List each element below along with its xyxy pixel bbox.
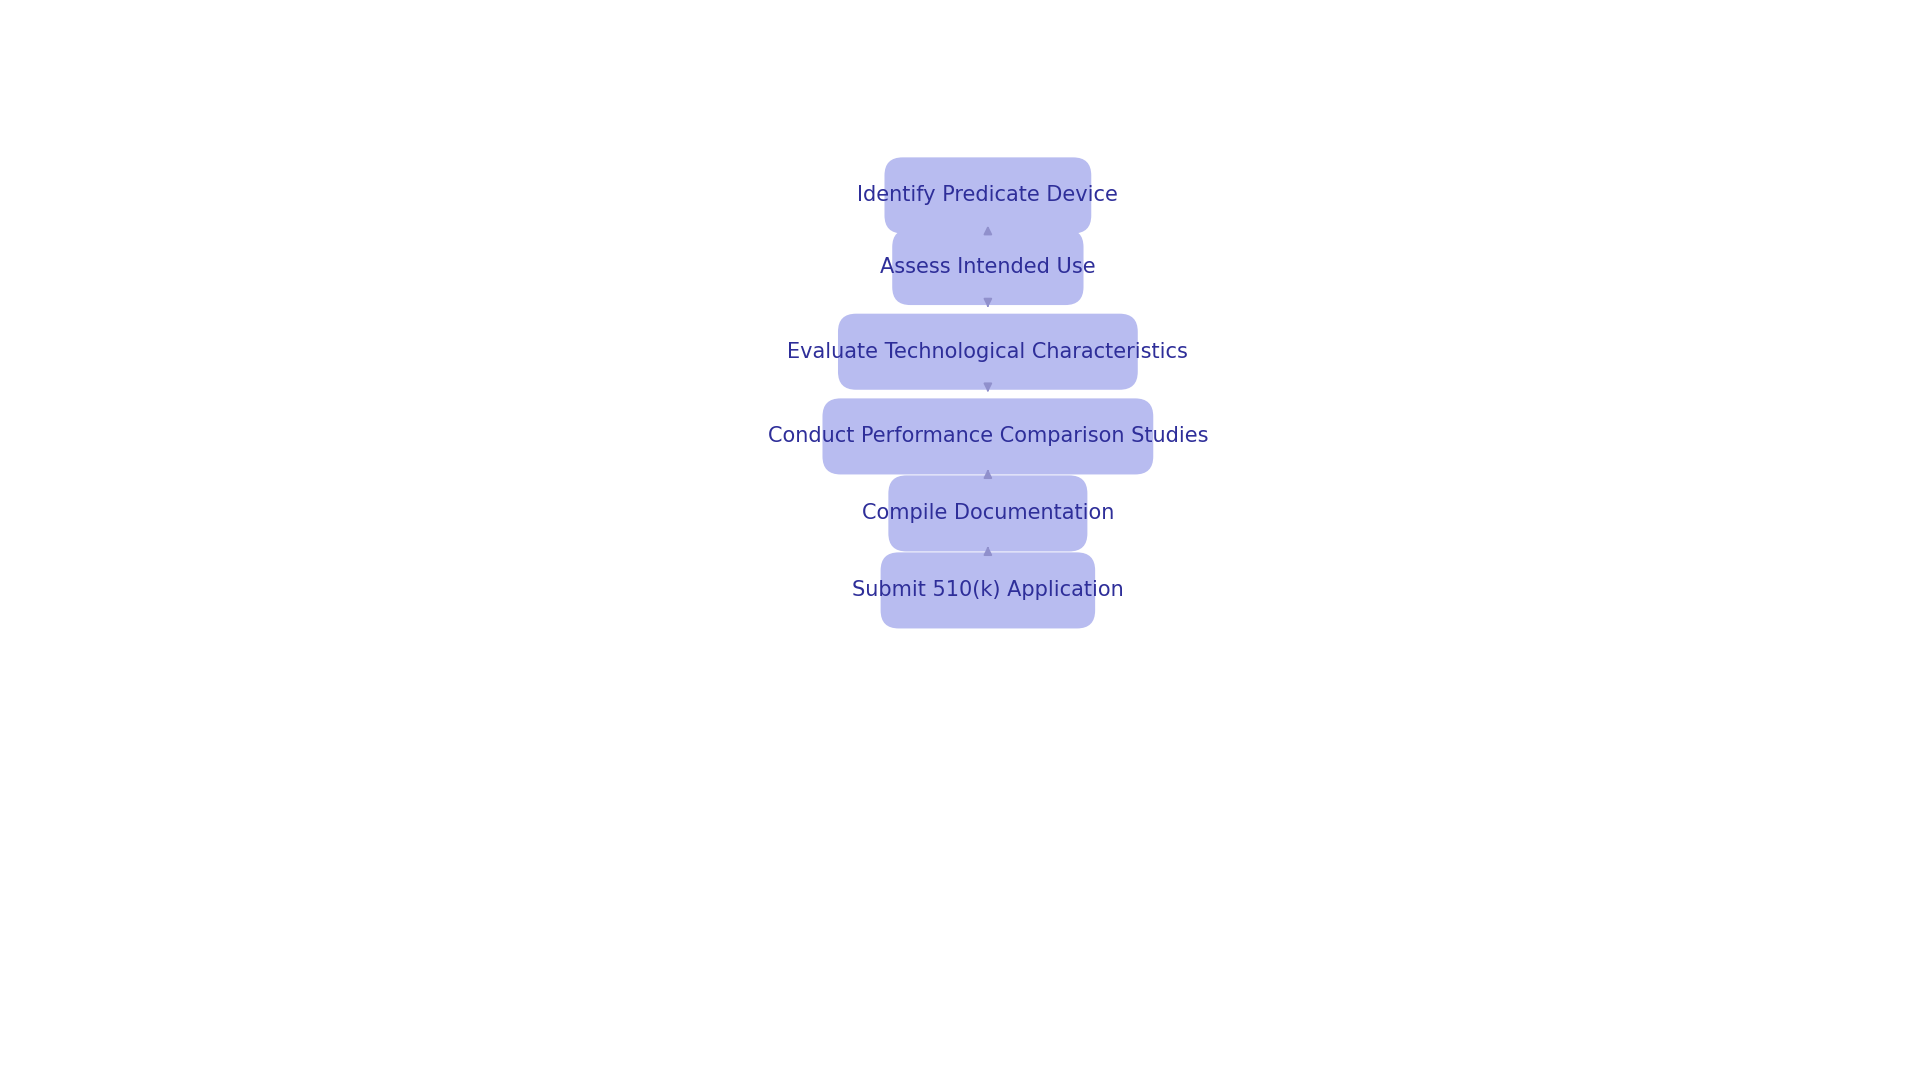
FancyBboxPatch shape	[889, 475, 1087, 551]
Text: Identify Predicate Device: Identify Predicate Device	[858, 185, 1117, 206]
FancyBboxPatch shape	[822, 399, 1154, 474]
FancyBboxPatch shape	[837, 314, 1139, 390]
Text: Conduct Performance Comparison Studies: Conduct Performance Comparison Studies	[768, 427, 1208, 446]
FancyBboxPatch shape	[893, 229, 1083, 305]
FancyBboxPatch shape	[881, 552, 1094, 628]
FancyBboxPatch shape	[885, 157, 1091, 234]
Text: Evaluate Technological Characteristics: Evaluate Technological Characteristics	[787, 342, 1188, 362]
Text: Compile Documentation: Compile Documentation	[862, 504, 1114, 523]
Text: Assess Intended Use: Assess Intended Use	[879, 257, 1096, 277]
Text: Submit 510(k) Application: Submit 510(k) Application	[852, 580, 1123, 600]
